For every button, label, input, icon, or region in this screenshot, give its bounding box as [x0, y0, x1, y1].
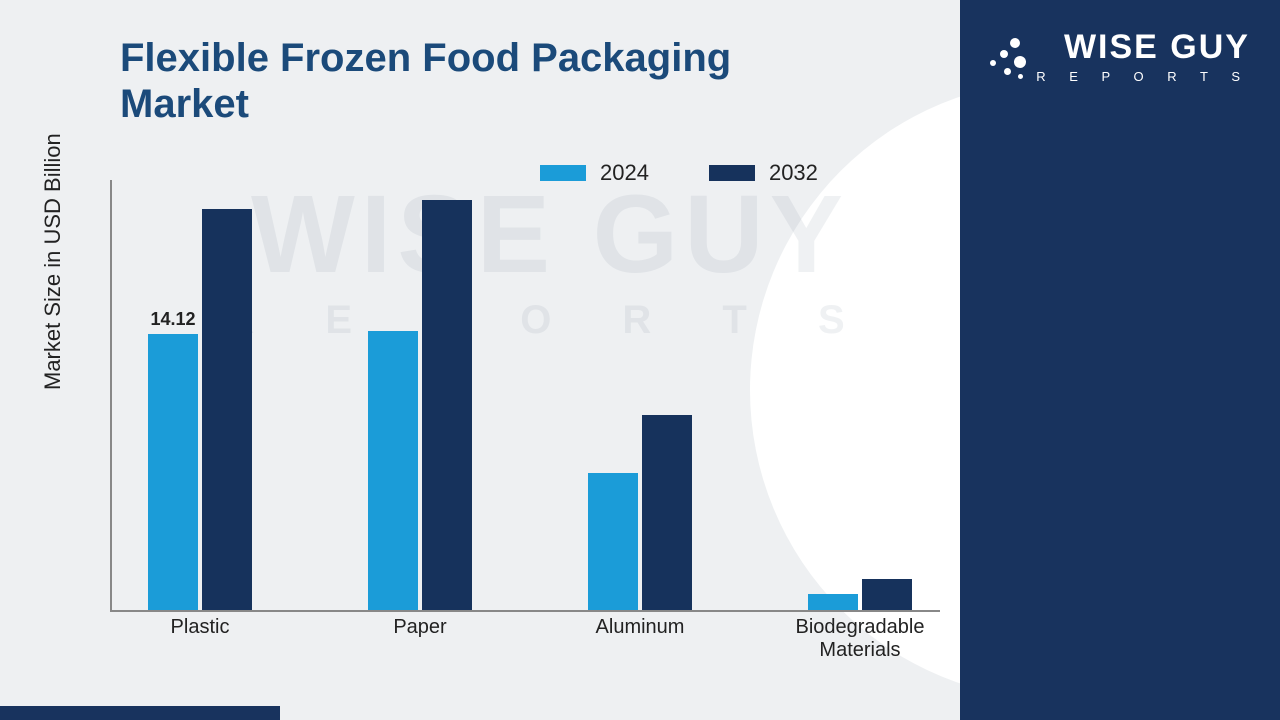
bars-layer: 14.12	[110, 180, 940, 610]
logo-main-text: WISE GUY	[1036, 28, 1250, 67]
bar-2032-biodegradable-materials	[862, 579, 912, 610]
right-panel	[960, 0, 1280, 720]
logo: WISE GUY R E P O R T S	[1036, 28, 1250, 84]
category-labels-layer: PlasticPaperAluminumBiodegradable Materi…	[110, 614, 940, 674]
category-label-paper: Paper	[320, 616, 520, 639]
x-axis-line	[110, 610, 940, 612]
bar-2024-paper	[368, 331, 418, 611]
chart-area: 14.12 PlasticPaperAluminumBiodegradable …	[110, 180, 940, 660]
bar-2032-plastic	[202, 209, 252, 610]
bottom-accent-bar	[0, 706, 280, 720]
bar-2024-plastic	[148, 334, 198, 610]
bar-2024-aluminum	[588, 473, 638, 610]
canvas: WISE GUY R E P O R T S WISE GUY R E P O …	[0, 0, 1280, 720]
category-label-biodegradable-materials: Biodegradable Materials	[760, 616, 960, 662]
category-label-aluminum: Aluminum	[540, 616, 740, 639]
category-label-plastic: Plastic	[100, 616, 300, 639]
bar-2032-paper	[422, 200, 472, 610]
legend-swatch	[709, 165, 755, 181]
logo-sub-text: R E P O R T S	[1036, 69, 1250, 84]
bar-2032-aluminum	[642, 415, 692, 610]
bar-2024-biodegradable-materials	[808, 594, 858, 610]
logo-dots-icon	[970, 30, 1030, 90]
legend-swatch	[540, 165, 586, 181]
chart-title: Flexible Frozen Food Packaging Market	[120, 35, 840, 127]
bar-value-label: 14.12	[138, 309, 208, 330]
y-axis-label: Market Size in USD Billion	[40, 133, 66, 390]
